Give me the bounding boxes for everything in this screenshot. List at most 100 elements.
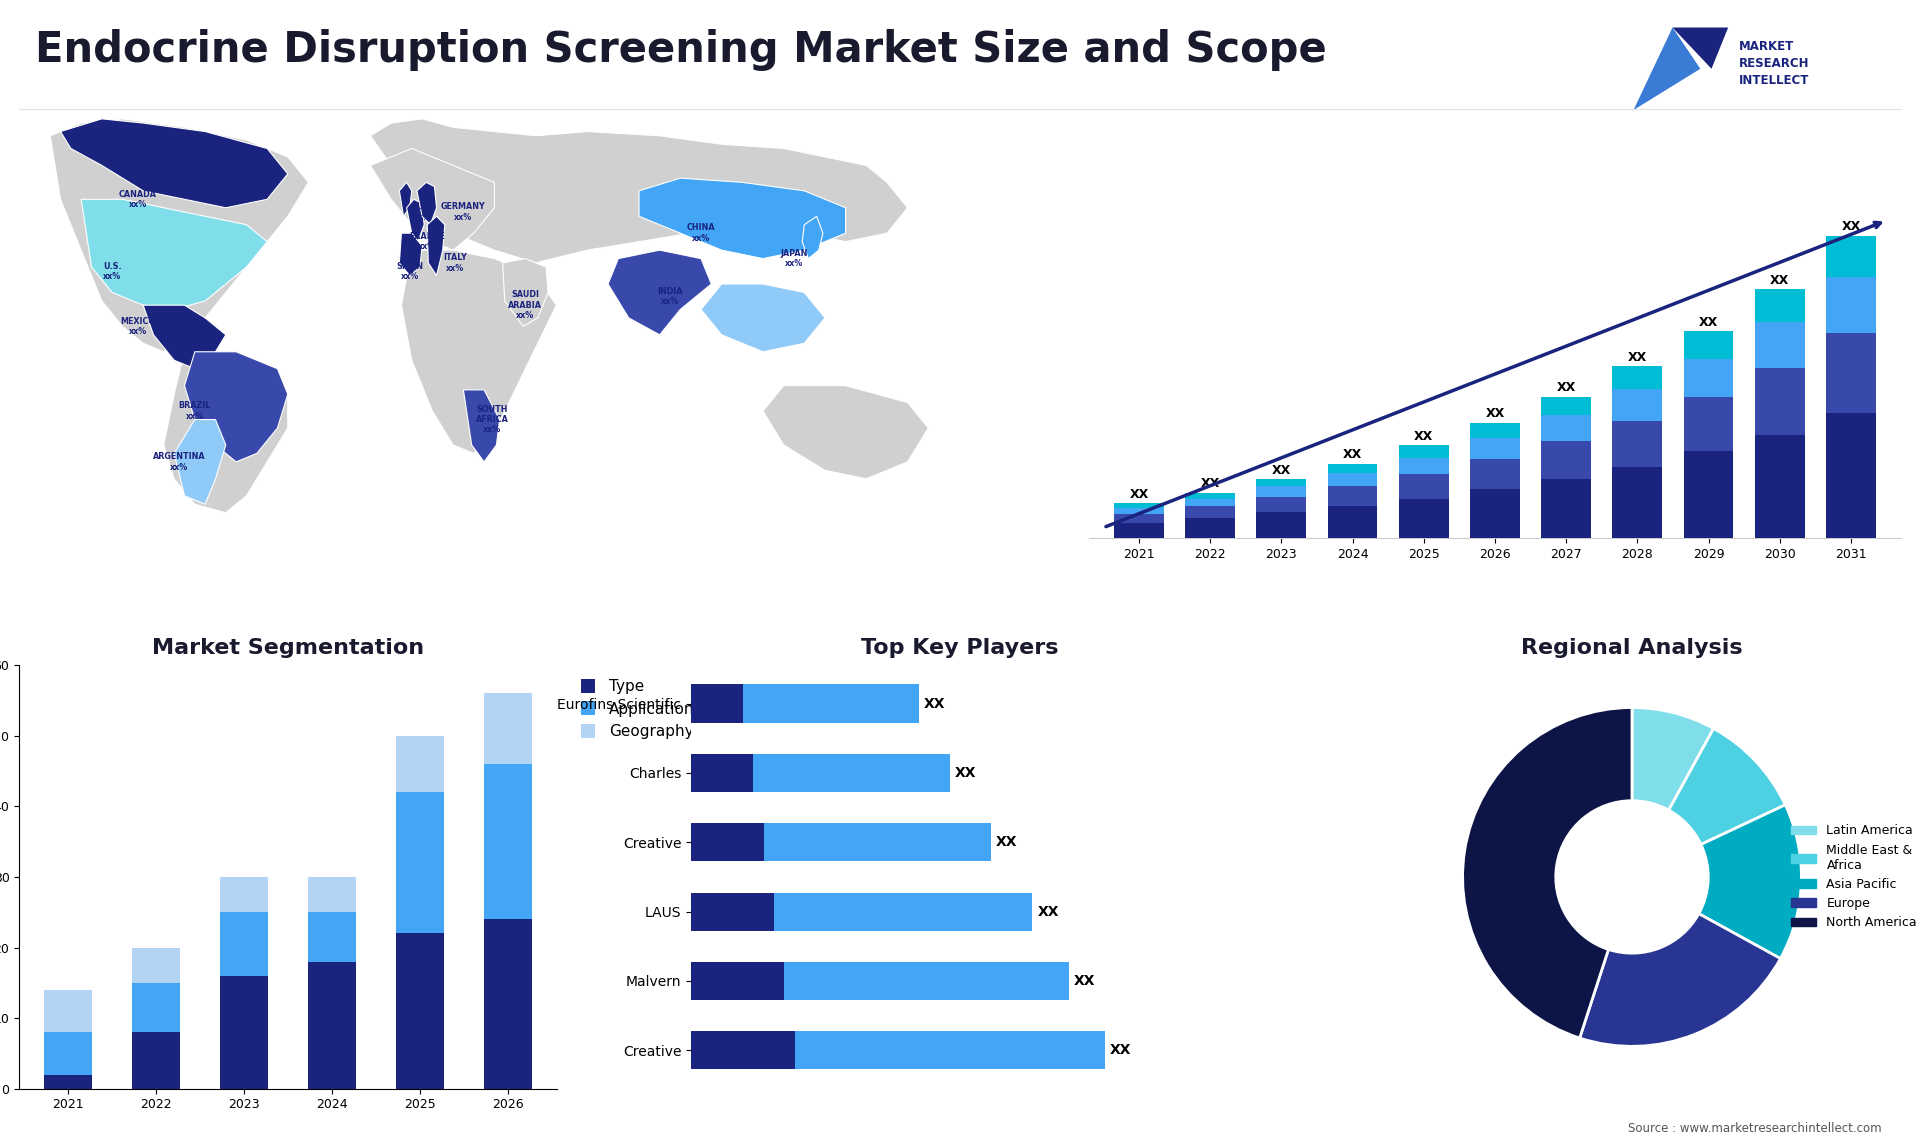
Polygon shape xyxy=(407,199,424,242)
Bar xyxy=(1471,423,1521,438)
Bar xyxy=(1400,499,1450,539)
Text: XX: XX xyxy=(1037,904,1060,919)
Text: XX: XX xyxy=(924,697,945,711)
Bar xyxy=(396,736,444,792)
Text: ITALY
xx%: ITALY xx% xyxy=(444,253,467,273)
Text: JAPAN
xx%: JAPAN xx% xyxy=(780,249,808,268)
Wedge shape xyxy=(1632,707,1715,810)
Bar xyxy=(219,912,269,975)
Text: U.K.
xx%: U.K. xx% xyxy=(413,203,432,221)
Text: XX: XX xyxy=(1342,448,1361,462)
Bar xyxy=(1256,479,1306,486)
Bar xyxy=(1327,473,1377,486)
Bar xyxy=(1542,415,1592,441)
Polygon shape xyxy=(175,419,227,504)
Polygon shape xyxy=(371,119,908,262)
Wedge shape xyxy=(1580,913,1780,1046)
Bar xyxy=(1185,493,1235,499)
Bar xyxy=(1114,513,1164,523)
Text: XX: XX xyxy=(1557,382,1576,394)
Bar xyxy=(1400,457,1450,474)
Polygon shape xyxy=(762,386,927,479)
Bar xyxy=(484,764,532,919)
Bar xyxy=(1826,276,1876,332)
Text: XX: XX xyxy=(1699,316,1718,329)
Bar xyxy=(1185,499,1235,507)
Bar xyxy=(1613,466,1663,539)
Bar xyxy=(44,990,92,1033)
Bar xyxy=(1327,464,1377,473)
Polygon shape xyxy=(1634,28,1701,110)
Bar xyxy=(307,961,357,1089)
Text: XX: XX xyxy=(1415,430,1434,444)
Text: MARKET
RESEARCH
INTELLECT: MARKET RESEARCH INTELLECT xyxy=(1740,40,1811,87)
Bar xyxy=(783,961,1069,1000)
Text: XX: XX xyxy=(996,835,1018,849)
Polygon shape xyxy=(463,390,499,462)
Polygon shape xyxy=(609,250,710,335)
Bar xyxy=(1826,414,1876,539)
Wedge shape xyxy=(1668,729,1786,845)
Text: FRANCE
xx%: FRANCE xx% xyxy=(409,231,445,251)
Bar xyxy=(691,1031,795,1069)
Bar xyxy=(764,823,991,862)
Bar xyxy=(1684,452,1734,539)
Title: Regional Analysis: Regional Analysis xyxy=(1521,638,1743,658)
Text: BRAZIL
xx%: BRAZIL xx% xyxy=(179,401,211,421)
Bar xyxy=(132,983,180,1033)
Bar xyxy=(1256,497,1306,512)
Bar xyxy=(1327,486,1377,507)
Bar xyxy=(1471,460,1521,489)
Bar xyxy=(1256,486,1306,497)
Bar xyxy=(1327,507,1377,539)
Polygon shape xyxy=(61,119,288,207)
Polygon shape xyxy=(50,119,309,352)
Polygon shape xyxy=(399,233,422,275)
Bar xyxy=(743,684,918,723)
Bar xyxy=(691,823,764,862)
Text: U.S.
xx%: U.S. xx% xyxy=(104,261,121,281)
Polygon shape xyxy=(417,182,436,225)
Bar xyxy=(484,693,532,764)
Polygon shape xyxy=(503,259,547,327)
Text: XX: XX xyxy=(1129,488,1148,501)
Bar xyxy=(691,961,783,1000)
Bar xyxy=(396,933,444,1089)
Bar xyxy=(1542,397,1592,415)
Bar xyxy=(1755,322,1805,368)
Text: CHINA
xx%: CHINA xx% xyxy=(687,223,716,243)
Polygon shape xyxy=(81,199,267,309)
Bar xyxy=(1185,507,1235,518)
Bar xyxy=(1185,518,1235,539)
Text: XX: XX xyxy=(1271,463,1290,477)
Polygon shape xyxy=(701,284,826,352)
Bar xyxy=(1613,421,1663,466)
Bar xyxy=(1471,489,1521,539)
Bar xyxy=(1826,332,1876,414)
Text: SAUDI
ARABIA
xx%: SAUDI ARABIA xx% xyxy=(509,290,541,320)
Bar xyxy=(1613,390,1663,421)
Bar xyxy=(691,893,774,931)
Text: XX: XX xyxy=(1841,220,1860,234)
Text: XX: XX xyxy=(1200,477,1219,490)
Text: XX: XX xyxy=(1110,1043,1131,1058)
Text: XX: XX xyxy=(1770,274,1789,286)
Bar xyxy=(1542,441,1592,479)
Bar xyxy=(219,877,269,912)
Bar xyxy=(132,1033,180,1089)
Text: Endocrine Disruption Screening Market Size and Scope: Endocrine Disruption Screening Market Si… xyxy=(35,29,1327,71)
Bar xyxy=(774,893,1033,931)
Text: XX: XX xyxy=(1073,974,1094,988)
Bar xyxy=(1114,523,1164,539)
Wedge shape xyxy=(1699,804,1801,958)
Text: Source : www.marketresearchintellect.com: Source : www.marketresearchintellect.com xyxy=(1628,1122,1882,1135)
Text: MEXICO
xx%: MEXICO xx% xyxy=(121,316,156,336)
Bar xyxy=(1684,331,1734,359)
Bar xyxy=(1114,503,1164,508)
Polygon shape xyxy=(144,305,227,369)
Text: SPAIN
xx%: SPAIN xx% xyxy=(396,261,422,281)
Wedge shape xyxy=(1463,707,1632,1038)
Title: Market Segmentation: Market Segmentation xyxy=(152,638,424,658)
Bar xyxy=(1755,434,1805,539)
Bar xyxy=(44,1075,92,1089)
